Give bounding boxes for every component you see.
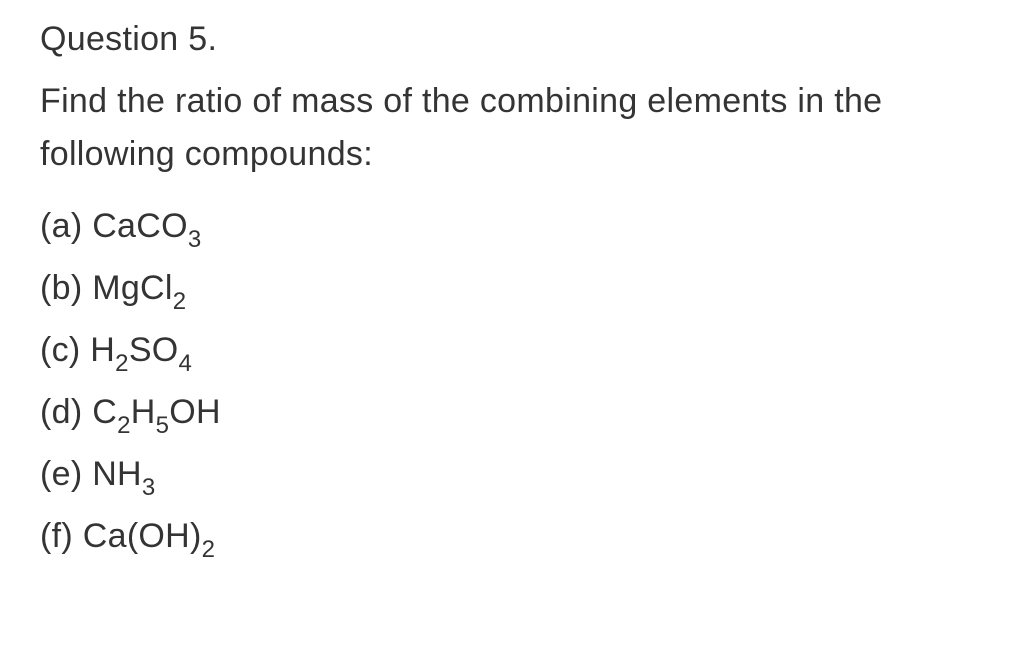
option-label: (a): [40, 207, 92, 245]
option-formula: NH3: [92, 455, 155, 493]
option-b: (b) MgCl2: [40, 262, 984, 318]
option-formula: Ca(OH)2: [83, 517, 216, 555]
option-f: (f) Ca(OH)2: [40, 510, 984, 566]
option-formula: CaCO3: [92, 207, 201, 245]
option-e: (e) NH3: [40, 448, 984, 504]
option-label: (f): [40, 517, 83, 555]
option-label: (c): [40, 331, 90, 369]
option-formula: C2H5OH: [92, 393, 221, 431]
question-title: Question 5.: [40, 20, 984, 59]
option-label: (d): [40, 393, 92, 431]
option-c: (c) H2SO4: [40, 324, 984, 380]
option-label: (b): [40, 269, 92, 307]
options-list: (a) CaCO3 (b) MgCl2 (c) H2SO4 (d) C2H5OH…: [40, 200, 984, 566]
option-a: (a) CaCO3: [40, 200, 984, 256]
option-label: (e): [40, 455, 92, 493]
question-prompt: Find the ratio of mass of the combining …: [40, 75, 984, 180]
option-d: (d) C2H5OH: [40, 386, 984, 442]
option-formula: H2SO4: [90, 331, 192, 369]
option-formula: MgCl2: [92, 269, 186, 307]
